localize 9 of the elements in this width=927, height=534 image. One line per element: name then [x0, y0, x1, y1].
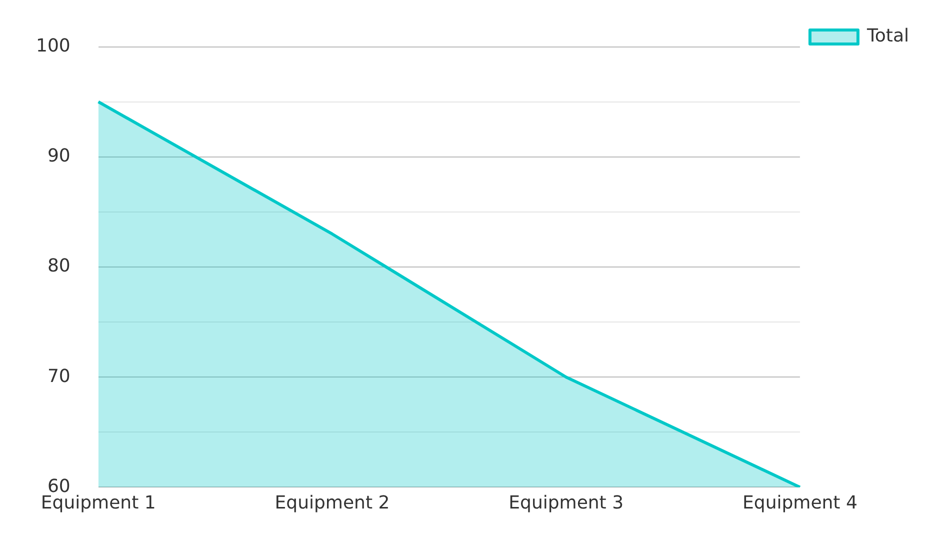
x-tick-label: Equipment 4 [742, 492, 858, 514]
y-tick-label: 70 [47, 366, 70, 387]
y-tick-label: 80 [47, 256, 70, 277]
x-tick-label: Equipment 1 [40, 492, 156, 514]
y-tick-label: 100 [36, 35, 70, 56]
y-tick-label: 90 [47, 146, 70, 167]
x-tick-label: Equipment 2 [274, 492, 390, 514]
x-tick-label: Equipment 3 [508, 492, 624, 514]
legend-label: Total [866, 26, 910, 47]
